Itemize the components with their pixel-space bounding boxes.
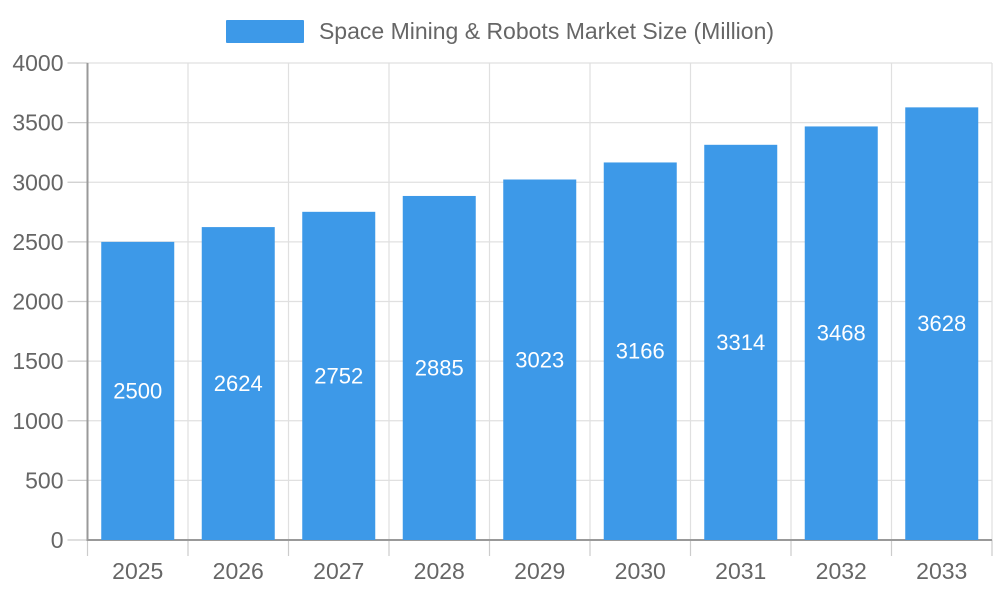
bar-value-label: 3628 — [917, 311, 966, 336]
bar[interactable] — [101, 241, 175, 540]
bar[interactable] — [402, 195, 476, 540]
x-tick-label: 2025 — [112, 558, 163, 584]
x-tick-label: 2026 — [213, 558, 264, 584]
bar-value-label: 2500 — [113, 378, 162, 403]
bar-value-label: 2752 — [314, 363, 363, 388]
y-tick-label: 500 — [25, 467, 63, 493]
y-tick-label: 1500 — [12, 348, 63, 374]
bar[interactable] — [302, 211, 376, 540]
x-tick-label: 2030 — [615, 558, 666, 584]
y-tick-label: 3500 — [12, 110, 63, 136]
y-tick-label: 3000 — [12, 169, 63, 195]
bar-value-label: 2885 — [415, 355, 464, 380]
bar-value-label: 3468 — [817, 321, 866, 346]
y-tick-label: 1000 — [12, 408, 63, 434]
legend-label[interactable]: Space Mining & Robots Market Size (Milli… — [318, 18, 775, 44]
x-tick-label: 2027 — [313, 558, 364, 584]
x-tick-label: 2032 — [816, 558, 867, 584]
bar[interactable] — [804, 126, 878, 540]
bar-value-label: 3314 — [716, 330, 765, 355]
bar-value-label: 3166 — [616, 339, 665, 364]
bar[interactable] — [905, 107, 979, 541]
bar[interactable] — [201, 227, 275, 540]
bar[interactable] — [503, 179, 577, 540]
x-tick-label: 2028 — [414, 558, 465, 584]
x-tick-label: 2029 — [514, 558, 565, 584]
bar-value-label: 2624 — [214, 371, 263, 396]
legend-swatch[interactable] — [225, 20, 304, 43]
chart-legend[interactable]: Space Mining & Robots Market Size (Milli… — [0, 20, 1000, 43]
y-tick-label: 2000 — [12, 289, 63, 315]
bar[interactable] — [603, 162, 677, 540]
y-tick-label: 2500 — [12, 229, 63, 255]
x-tick-label: 2033 — [916, 558, 967, 584]
y-tick-label: 4000 — [12, 50, 63, 76]
bar[interactable] — [704, 144, 778, 541]
y-tick-label: 0 — [51, 527, 64, 553]
x-tick-label: 2031 — [715, 558, 766, 584]
bar-value-label: 3023 — [515, 347, 564, 372]
